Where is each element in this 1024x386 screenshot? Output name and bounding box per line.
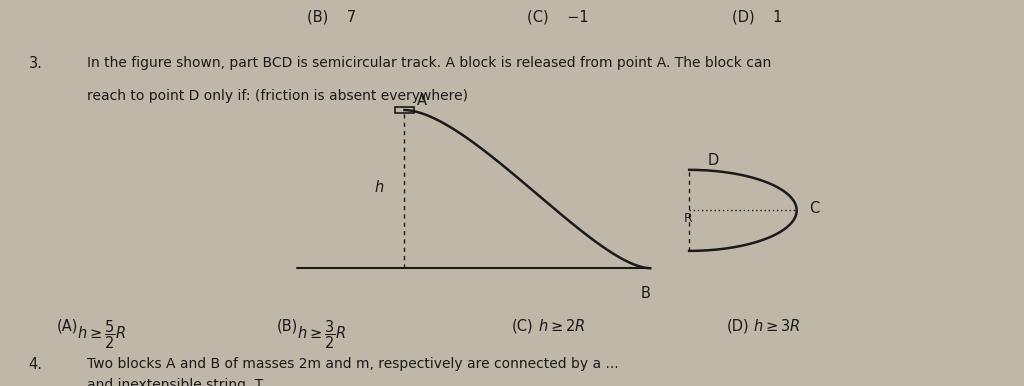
Text: $h \geq 2R$: $h \geq 2R$ xyxy=(538,318,585,334)
Text: $h \geq \dfrac{3}{2}R$: $h \geq \dfrac{3}{2}R$ xyxy=(297,318,346,351)
Text: A: A xyxy=(417,93,427,108)
Text: $h \geq 3R$: $h \geq 3R$ xyxy=(753,318,800,334)
Text: $h$: $h$ xyxy=(374,179,384,195)
Text: 4.: 4. xyxy=(29,357,43,372)
Text: Two blocks A and B of masses 2m and m, respectively are connected by a ...: Two blocks A and B of masses 2m and m, r… xyxy=(87,357,618,371)
Text: In the figure shown, part BCD is semicircular track. A block is released from po: In the figure shown, part BCD is semicir… xyxy=(87,56,771,70)
Text: D: D xyxy=(708,153,719,168)
Text: C: C xyxy=(809,201,819,216)
Text: reach to point D only if: (friction is absent everywhere): reach to point D only if: (friction is a… xyxy=(87,89,468,103)
Text: and inextensible string. T...: and inextensible string. T... xyxy=(87,378,274,386)
Text: B: B xyxy=(640,286,650,301)
Text: (C): (C) xyxy=(512,318,534,334)
Text: R: R xyxy=(684,212,693,225)
Text: (C)    −1: (C) −1 xyxy=(527,10,589,25)
Text: (D)    1: (D) 1 xyxy=(732,10,782,25)
Text: (A): (A) xyxy=(56,318,78,334)
Bar xyxy=(395,107,414,113)
Text: 3.: 3. xyxy=(29,56,43,71)
Text: (B)    7: (B) 7 xyxy=(307,10,356,25)
Text: $h \geq \dfrac{5}{2}R$: $h \geq \dfrac{5}{2}R$ xyxy=(77,318,126,351)
Text: (D): (D) xyxy=(727,318,750,334)
Text: (B): (B) xyxy=(276,318,298,334)
